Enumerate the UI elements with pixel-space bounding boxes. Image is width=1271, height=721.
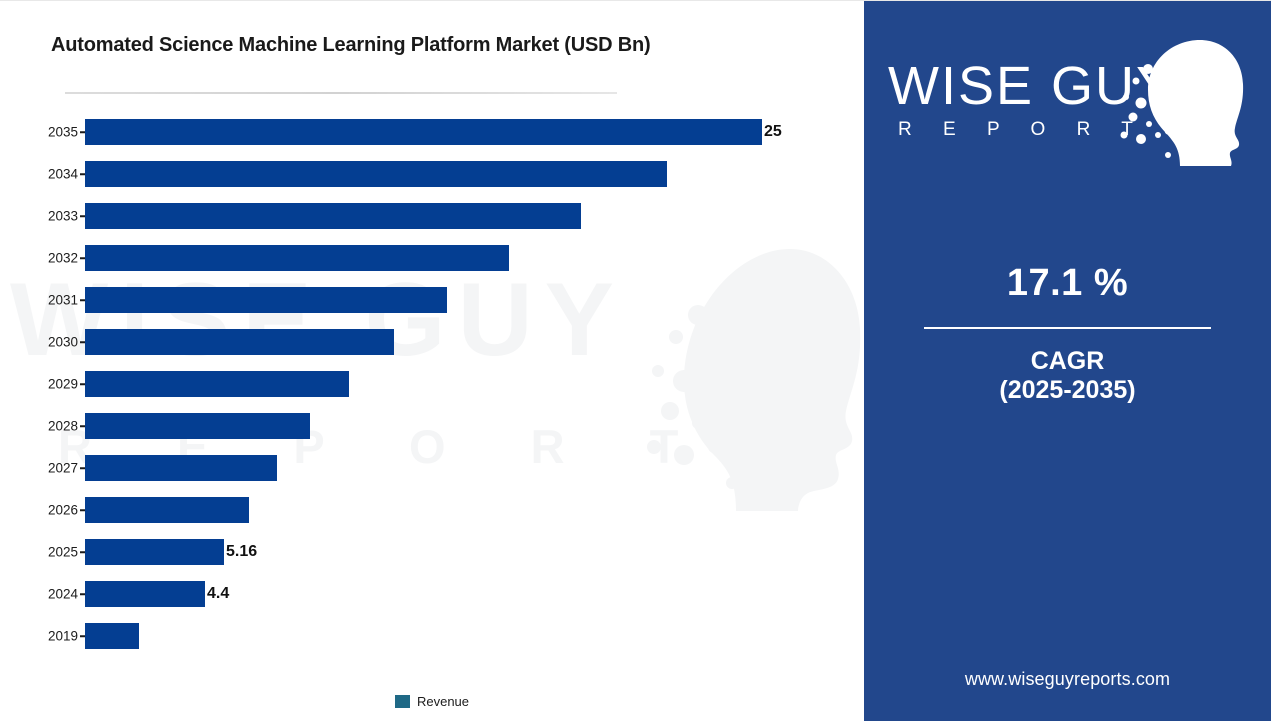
axis-tick-label: 2034: [47, 166, 78, 182]
bar-row: 2028: [0, 405, 864, 447]
axis-tick-mark: [80, 635, 85, 637]
bar-row: 2027: [0, 447, 864, 489]
chart-title: Automated Science Machine Learning Platf…: [51, 34, 651, 56]
website-url[interactable]: www.wiseguyreports.com: [964, 669, 1171, 689]
bar-row: 2025 5.16: [0, 531, 864, 573]
axis-tick-mark: [80, 257, 85, 259]
axis-tick-mark: [80, 551, 85, 553]
brand-panel: WISE GUY R E P O R T S 17.1 % CAGR (2025: [864, 1, 1271, 721]
bar-2030[interactable]: [85, 329, 394, 355]
cagr-block: 17.1 % CAGR (2025-2035): [864, 262, 1271, 406]
bar-2033[interactable]: [85, 203, 581, 229]
logo-head-profile-icon: [1120, 40, 1244, 166]
axis-tick-mark: [80, 341, 85, 343]
axis-tick-label: 2026: [47, 502, 78, 518]
bar-row: 2029: [0, 363, 864, 405]
bar-value-label: 25: [764, 123, 782, 140]
axis-tick-label: 2028: [47, 418, 78, 434]
bar-2026[interactable]: [85, 497, 249, 523]
bar-row: 2019: [0, 615, 864, 657]
bar-2034[interactable]: [85, 161, 667, 187]
axis-tick-mark: [80, 593, 85, 595]
plot-area: 2035 25 2034 2033 2032: [0, 1, 864, 721]
axis-tick-label: 2025: [47, 544, 78, 560]
wiseguy-logo: WISE GUY R E P O R T S: [864, 37, 1271, 167]
bar-2019[interactable]: [85, 623, 139, 649]
logo-primary-text: WISE GUY: [887, 56, 1175, 116]
axis-tick-mark: [80, 215, 85, 217]
bar-row: 2035 25: [0, 111, 864, 153]
bar-row: 2031: [0, 279, 864, 321]
bar-2024[interactable]: [85, 581, 205, 607]
cagr-value: 17.1 %: [1006, 262, 1129, 304]
axis-tick-mark: [80, 425, 85, 427]
bar-2032[interactable]: [85, 245, 509, 271]
legend-label-revenue: Revenue: [416, 694, 470, 709]
bar-value-label: 5.16: [226, 543, 258, 560]
bar-row: 2030: [0, 321, 864, 363]
bar-row: 2032: [0, 237, 864, 279]
axis-tick-mark: [80, 299, 85, 301]
logo-wordmark: WISE GUY R E P O R T S: [886, 56, 1190, 140]
bar-row: 2024 4.4: [0, 573, 864, 615]
axis-tick-label: 2024: [47, 586, 78, 602]
axis-tick-mark: [80, 131, 85, 133]
axis-tick-label: 2019: [47, 628, 78, 644]
axis-tick-label: 2035: [47, 124, 78, 140]
axis-tick-label: 2027: [47, 460, 78, 476]
cagr-period: (2025-2035): [999, 376, 1136, 405]
cagr-divider: [924, 326, 1211, 329]
axis-tick-label: 2029: [47, 376, 78, 392]
bar-row: 2033: [0, 195, 864, 237]
chart-legend: Revenue: [0, 694, 864, 709]
bar-2025[interactable]: [85, 539, 224, 565]
axis-tick-label: 2031: [47, 292, 78, 308]
cagr-label: CAGR: [1030, 346, 1105, 375]
bar-2035[interactable]: [85, 119, 762, 145]
axis-tick-mark: [80, 173, 85, 175]
bar-row: 2026: [0, 489, 864, 531]
legend-swatch-revenue: [394, 695, 410, 708]
bar-2031[interactable]: [85, 287, 447, 313]
chart-area: Automated Science Machine Learning Platf…: [0, 1, 864, 721]
bar-2027[interactable]: [85, 455, 277, 481]
axis-tick-label: 2033: [47, 208, 78, 224]
bar-2028[interactable]: [85, 413, 310, 439]
bar-row: 2034: [0, 153, 864, 195]
bar-2029[interactable]: [85, 371, 349, 397]
axis-tick-mark: [80, 467, 85, 469]
logo-secondary-text: R E P O R T S: [898, 119, 1190, 140]
bar-value-label: 4.4: [207, 585, 230, 602]
axis-tick-label: 2030: [47, 334, 78, 350]
title-divider: [65, 92, 617, 94]
axis-tick-mark: [80, 509, 85, 511]
axis-tick-mark: [80, 383, 85, 385]
axis-tick-label: 2032: [47, 250, 78, 266]
